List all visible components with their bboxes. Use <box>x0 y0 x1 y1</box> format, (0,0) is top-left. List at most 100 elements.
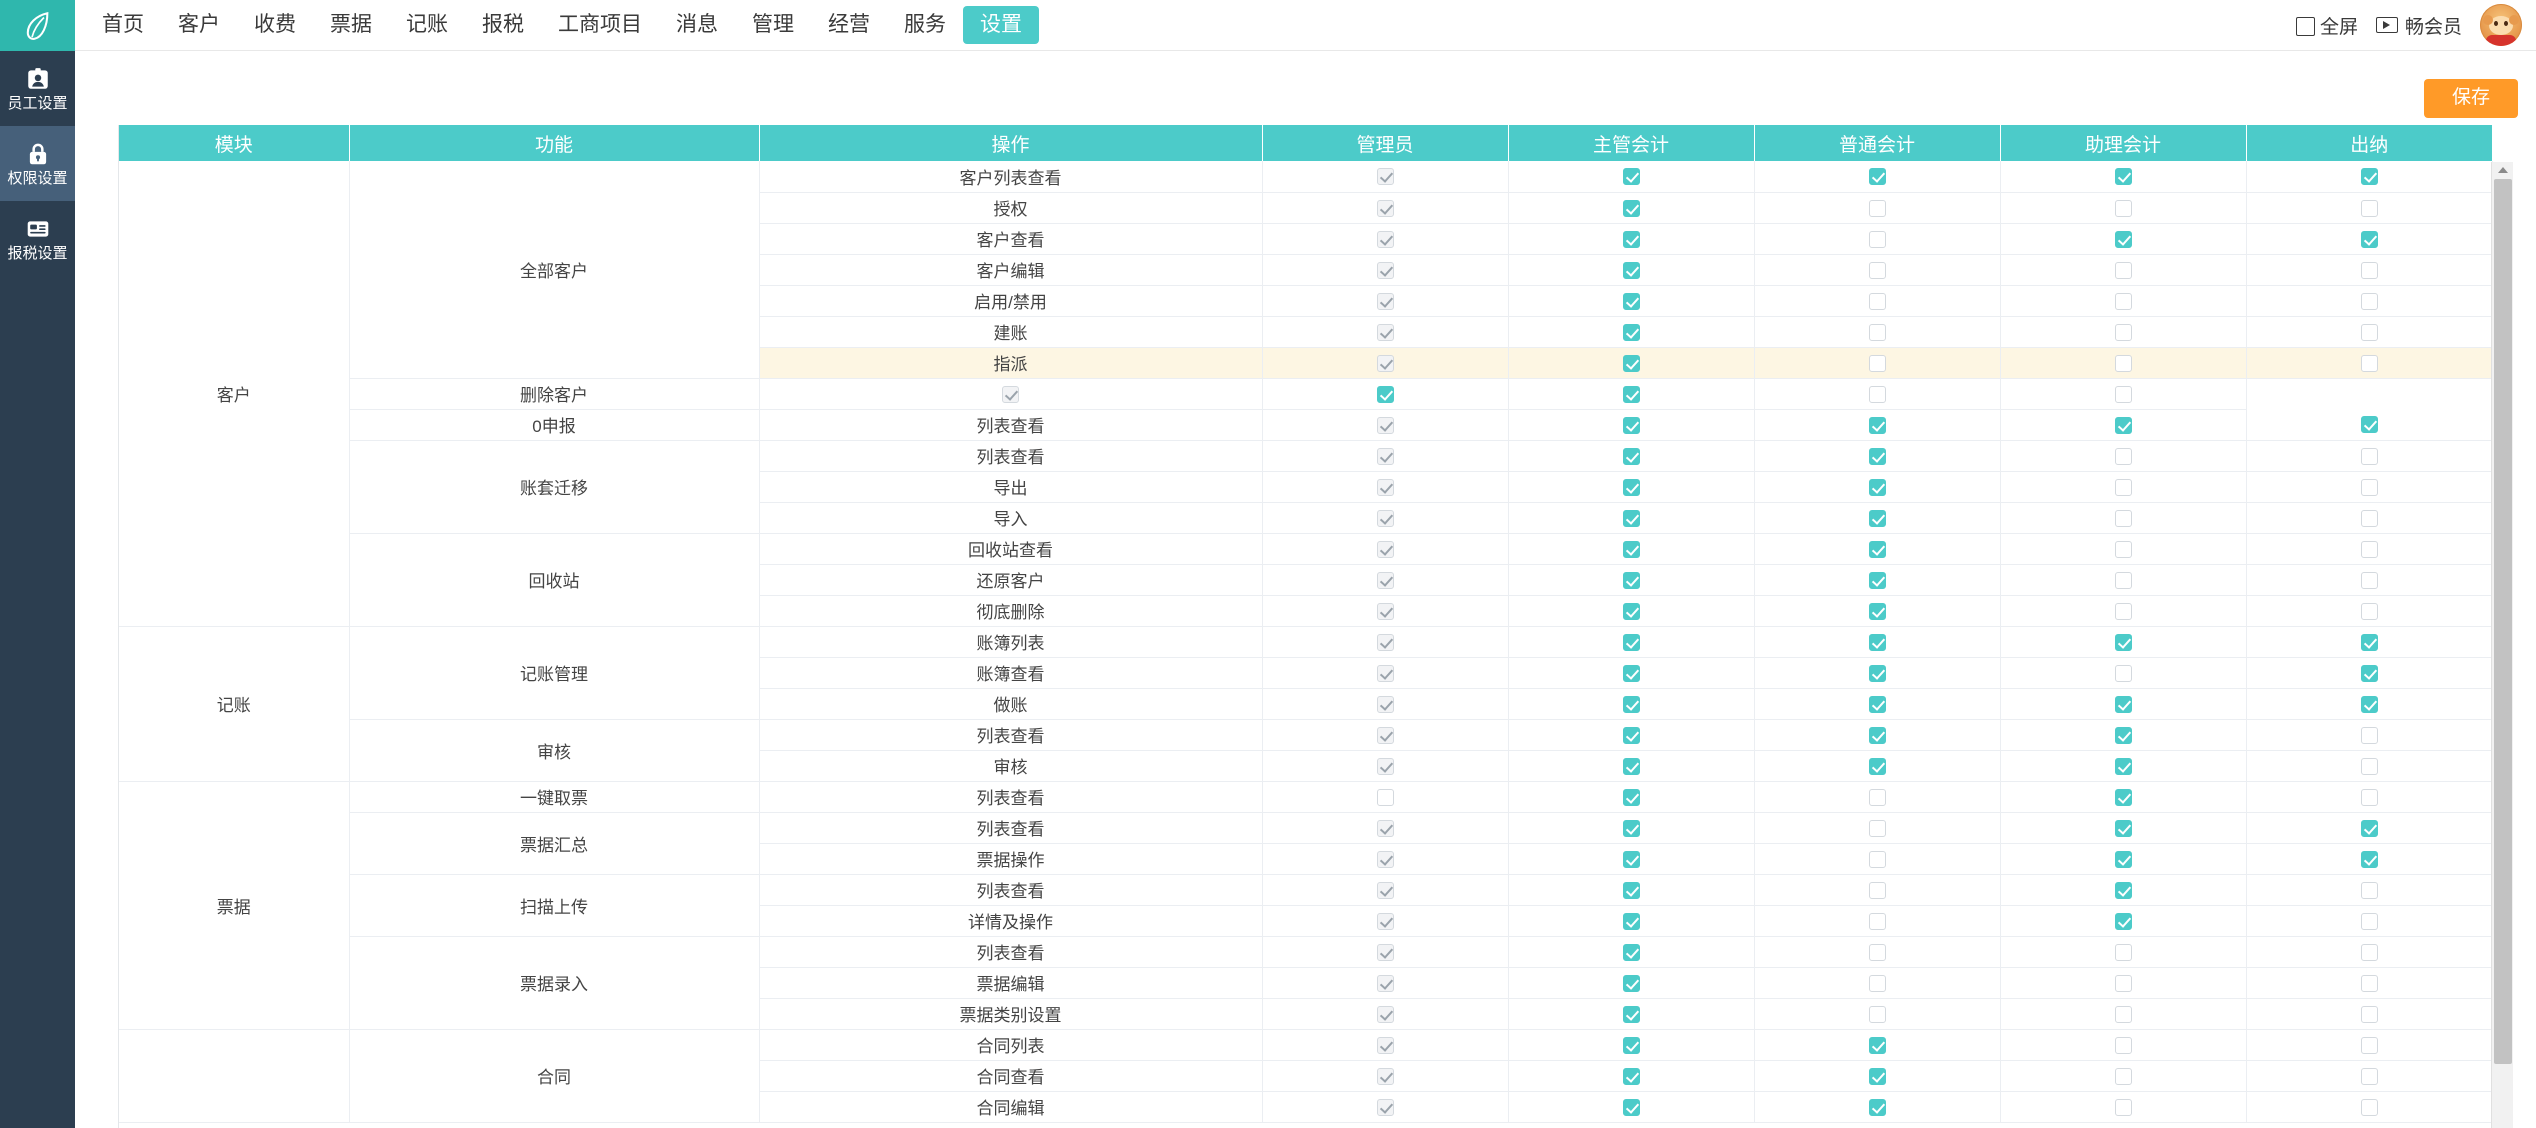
permission-checkbox[interactable] <box>2360 664 2378 682</box>
permission-checkbox[interactable] <box>2360 726 2378 744</box>
app-logo[interactable] <box>0 0 75 51</box>
permission-checkbox[interactable] <box>2114 416 2132 434</box>
permission-checkbox[interactable] <box>2360 168 2378 186</box>
permission-checkbox[interactable] <box>2360 819 2378 837</box>
permission-checkbox[interactable] <box>2114 292 2132 310</box>
permission-checkbox[interactable] <box>1622 850 1640 868</box>
permission-checkbox[interactable] <box>1868 1036 1886 1054</box>
permission-checkbox[interactable] <box>1868 788 1886 806</box>
permission-checkbox[interactable] <box>2114 695 2132 713</box>
permission-checkbox[interactable] <box>1868 323 1886 341</box>
fullscreen-button[interactable]: 全屏 <box>2295 12 2358 39</box>
permission-checkbox[interactable] <box>2114 664 2132 682</box>
permission-checkbox[interactable] <box>2360 323 2378 341</box>
permission-checkbox[interactable] <box>1622 1036 1640 1054</box>
permission-checkbox[interactable] <box>1622 261 1640 279</box>
permission-checkbox[interactable] <box>2114 168 2132 186</box>
permission-checkbox[interactable] <box>1868 447 1886 465</box>
permission-checkbox[interactable] <box>1622 540 1640 558</box>
permission-checkbox[interactable] <box>2114 850 2132 868</box>
permission-checkbox[interactable] <box>2360 1098 2378 1116</box>
permission-checkbox[interactable] <box>2360 695 2378 713</box>
permission-checkbox[interactable] <box>1622 416 1640 434</box>
permission-checkbox[interactable] <box>2360 292 2378 310</box>
user-avatar[interactable] <box>2480 4 2522 46</box>
permission-checkbox[interactable] <box>1622 292 1640 310</box>
permission-checkbox[interactable] <box>1868 354 1886 372</box>
permission-checkbox[interactable] <box>1622 323 1640 341</box>
permission-checkbox[interactable] <box>1622 881 1640 899</box>
permission-checkbox[interactable] <box>2114 1067 2132 1085</box>
permission-checkbox[interactable] <box>1868 943 1886 961</box>
permission-checkbox[interactable] <box>1868 974 1886 992</box>
permission-checkbox[interactable] <box>2360 354 2378 372</box>
nav-item-1[interactable]: 客户 <box>178 13 220 37</box>
vertical-scrollbar[interactable] <box>2491 162 2513 1128</box>
permission-checkbox[interactable] <box>1868 261 1886 279</box>
permission-checkbox[interactable] <box>1868 199 1886 217</box>
permission-checkbox[interactable] <box>2360 509 2378 527</box>
permission-checkbox[interactable] <box>1868 168 1886 186</box>
permission-checkbox[interactable] <box>2360 1036 2378 1054</box>
nav-item-6[interactable]: 工商项目 <box>558 13 642 37</box>
permission-checkbox[interactable] <box>1622 447 1640 465</box>
scrollbar-thumb[interactable] <box>2494 179 2512 1064</box>
permission-checkbox[interactable] <box>2114 1098 2132 1116</box>
permission-checkbox[interactable] <box>1376 788 1394 806</box>
permission-checkbox[interactable] <box>1622 726 1640 744</box>
permission-checkbox[interactable] <box>1622 478 1640 496</box>
permission-checkbox[interactable] <box>2114 230 2132 248</box>
permission-checkbox[interactable] <box>2114 323 2132 341</box>
permission-checkbox[interactable] <box>1868 633 1886 651</box>
permission-checkbox[interactable] <box>1622 912 1640 930</box>
permission-checkbox[interactable] <box>2114 509 2132 527</box>
permission-checkbox[interactable] <box>1622 354 1640 372</box>
member-button[interactable]: 畅会员 <box>2375 12 2462 39</box>
permission-checkbox[interactable] <box>1622 168 1640 186</box>
sidebar-item-1[interactable]: 权限设置 <box>0 126 75 201</box>
permission-checkbox[interactable] <box>1868 416 1886 434</box>
permission-checkbox[interactable] <box>1376 385 1394 403</box>
nav-item-7[interactable]: 消息 <box>676 13 718 37</box>
permission-checkbox[interactable] <box>1868 1067 1886 1085</box>
permission-checkbox[interactable] <box>2114 385 2132 403</box>
permission-checkbox[interactable] <box>2360 943 2378 961</box>
permission-checkbox[interactable] <box>1868 819 1886 837</box>
permission-checkbox[interactable] <box>2114 602 2132 620</box>
permission-checkbox[interactable] <box>2360 230 2378 248</box>
permission-checkbox[interactable] <box>1622 1067 1640 1085</box>
permission-checkbox[interactable] <box>1868 602 1886 620</box>
permission-checkbox[interactable] <box>2114 571 2132 589</box>
sidebar-item-2[interactable]: 报税设置 <box>0 201 75 276</box>
permission-checkbox[interactable] <box>1622 199 1640 217</box>
permission-checkbox[interactable] <box>2360 478 2378 496</box>
permission-checkbox[interactable] <box>2114 788 2132 806</box>
permission-checkbox[interactable] <box>2360 633 2378 651</box>
permission-checkbox[interactable] <box>2114 1005 2132 1023</box>
permission-checkbox[interactable] <box>2360 912 2378 930</box>
permission-checkbox[interactable] <box>1622 633 1640 651</box>
sidebar-item-0[interactable]: 员工设置 <box>0 51 75 126</box>
permission-checkbox[interactable] <box>2360 447 2378 465</box>
permission-checkbox[interactable] <box>2360 881 2378 899</box>
permission-checkbox[interactable] <box>1868 292 1886 310</box>
permission-checkbox[interactable] <box>1622 695 1640 713</box>
permission-checkbox[interactable] <box>1868 385 1886 403</box>
permission-checkbox[interactable] <box>2114 1036 2132 1054</box>
permission-checkbox[interactable] <box>1622 571 1640 589</box>
permission-checkbox[interactable] <box>1622 1005 1640 1023</box>
permission-checkbox[interactable] <box>1868 230 1886 248</box>
permission-checkbox[interactable] <box>2114 478 2132 496</box>
permission-checkbox[interactable] <box>1868 664 1886 682</box>
permission-checkbox[interactable] <box>1622 819 1640 837</box>
permission-checkbox[interactable] <box>2114 974 2132 992</box>
permission-checkbox[interactable] <box>1868 1005 1886 1023</box>
permission-checkbox[interactable] <box>1622 788 1640 806</box>
permission-checkbox[interactable] <box>1868 695 1886 713</box>
nav-item-11[interactable]: 设置 <box>963 6 1039 44</box>
permission-checkbox[interactable] <box>1622 602 1640 620</box>
nav-item-3[interactable]: 票据 <box>330 13 372 37</box>
permission-checkbox[interactable] <box>1622 509 1640 527</box>
permission-checkbox[interactable] <box>1622 385 1640 403</box>
nav-item-2[interactable]: 收费 <box>254 13 296 37</box>
